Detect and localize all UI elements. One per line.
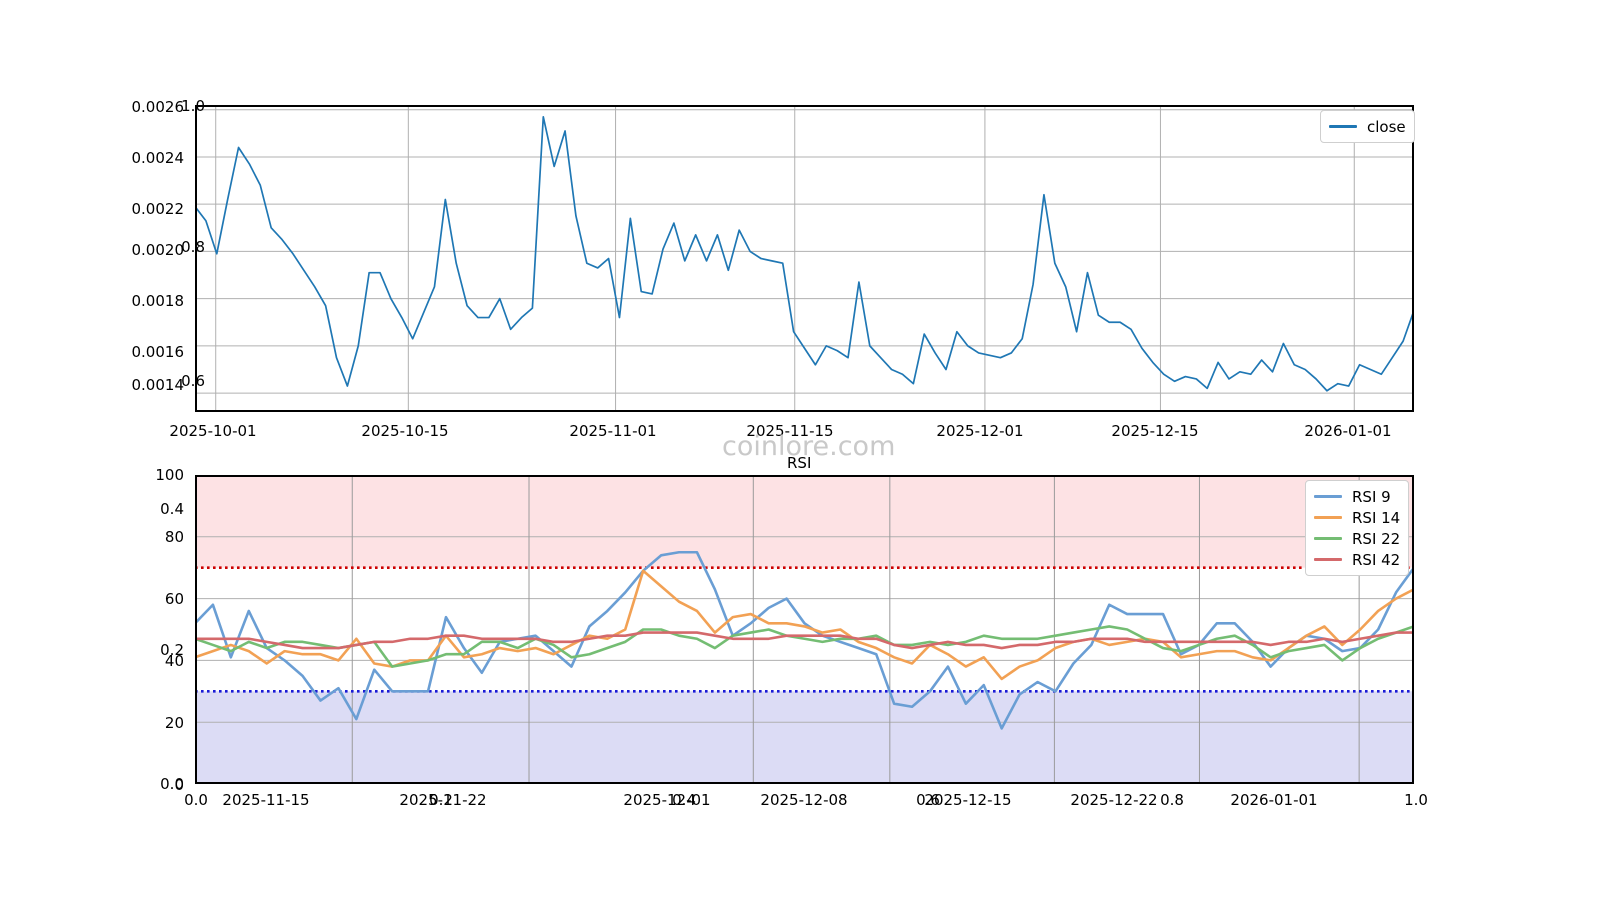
price-axes-spine-left xyxy=(195,105,197,412)
rsi-ytick-secondary-1: 0.2 xyxy=(160,641,184,659)
rsi-axes xyxy=(195,475,1414,784)
rsi-xtick-date-2: 2025-12-01 xyxy=(623,791,711,809)
legend-item-rsi-9[interactable]: RSI 9 xyxy=(1314,486,1400,507)
legend-label-rsi-42: RSI 42 xyxy=(1352,550,1401,569)
price-ytick-3: 0.0020 xyxy=(131,241,185,259)
legend-swatch-close xyxy=(1329,125,1357,128)
rsi-axes-spine-top xyxy=(195,475,1414,477)
price-xtick-1: 2025-10-15 xyxy=(361,422,449,440)
price-axes xyxy=(195,105,1414,412)
rsi-xtick-date-1: 2025-11-22 xyxy=(399,791,487,809)
price-xtick-5: 2025-12-15 xyxy=(1111,422,1199,440)
legend-label-rsi-14: RSI 14 xyxy=(1352,508,1401,527)
price-xtick-6: 2026-01-01 xyxy=(1304,422,1392,440)
rsi-xtick-date-6: 2026-01-01 xyxy=(1230,791,1318,809)
price-ytick-1: 0.0024 xyxy=(131,149,185,167)
legend-swatch-rsi-22 xyxy=(1314,537,1342,540)
rsi-ytick-4: 20 xyxy=(164,714,184,732)
rsi-xtick-secondary-5: 1.0 xyxy=(1404,791,1428,809)
legend-swatch-rsi-14 xyxy=(1314,516,1342,519)
rsi-xtick-date-3: 2025-12-08 xyxy=(760,791,848,809)
price-ytick-secondary-1: 0.8 xyxy=(181,238,205,256)
price-axes-spine-top xyxy=(195,105,1414,107)
rsi-xtick-secondary-0: 0.0 xyxy=(184,791,208,809)
legend-label-rsi-22: RSI 22 xyxy=(1352,529,1401,548)
rsi-plot xyxy=(195,475,1414,784)
price-xtick-4: 2025-12-01 xyxy=(936,422,1024,440)
rsi-axes-spine-right xyxy=(1412,475,1414,784)
price-ytick-5: 0.0016 xyxy=(131,343,185,361)
rsi-axes-spine-bottom xyxy=(195,782,1414,784)
rsi-xtick-date-5: 2025-12-22 xyxy=(1070,791,1158,809)
legend-label-close: close xyxy=(1367,117,1406,136)
legend-swatch-rsi-42 xyxy=(1314,558,1342,561)
legend-item-rsi-42[interactable]: RSI 42 xyxy=(1314,549,1400,570)
rsi-ytick-secondary-2: 0.0 xyxy=(160,775,184,793)
rsi-ytick-0: 100 xyxy=(155,466,184,484)
rsi-ytick-5: 0 xyxy=(174,776,184,794)
rsi-xtick-date-4: 2025-12-15 xyxy=(924,791,1012,809)
legend-swatch-rsi-9 xyxy=(1314,495,1342,498)
rsi-panel-title: RSI xyxy=(787,454,812,472)
watermark: coinlore.com xyxy=(722,431,896,462)
price-ytick-2: 0.0022 xyxy=(131,200,185,218)
rsi-axes-spine-left xyxy=(195,475,197,784)
rsi-ytick-2: 60 xyxy=(164,590,184,608)
legend-item-rsi-22[interactable]: RSI 22 xyxy=(1314,528,1400,549)
price-xtick-2: 2025-11-01 xyxy=(569,422,657,440)
price-xtick-3: 2025-11-15 xyxy=(746,422,834,440)
price-ytick-4: 0.0018 xyxy=(131,292,185,310)
rsi-ytick-1: 80 xyxy=(164,528,184,546)
price-ytick-secondary-2: 0.6 xyxy=(181,372,205,390)
price-xtick-0: 2025-10-01 xyxy=(169,422,257,440)
rsi-xtick-date-0: 2025-11-15 xyxy=(222,791,310,809)
rsi-xtick-secondary-2: 0.4 xyxy=(672,791,696,809)
rsi-ytick-secondary-0: 0.4 xyxy=(160,500,184,518)
rsi-legend[interactable]: RSI 9 RSI 14 RSI 22 RSI 42 xyxy=(1305,480,1410,576)
legend-label-rsi-9: RSI 9 xyxy=(1352,487,1391,506)
price-axes-spine-right xyxy=(1412,105,1414,412)
price-plot xyxy=(195,105,1414,412)
legend-item-rsi-14[interactable]: RSI 14 xyxy=(1314,507,1400,528)
price-ytick-secondary-0: 1.0 xyxy=(181,97,205,115)
price-ytick-6: 0.0014 xyxy=(131,376,185,394)
legend-item-close[interactable]: close xyxy=(1329,116,1406,137)
price-ytick-0: 0.0026 xyxy=(131,98,185,116)
rsi-xtick-secondary-3: 0.6 xyxy=(916,791,940,809)
rsi-xtick-secondary-1: 0.2 xyxy=(429,791,453,809)
rsi-ytick-3: 40 xyxy=(164,652,184,670)
price-axes-spine-bottom xyxy=(195,410,1414,412)
price-legend[interactable]: close xyxy=(1320,110,1415,143)
rsi-xtick-secondary-4: 0.8 xyxy=(1160,791,1184,809)
